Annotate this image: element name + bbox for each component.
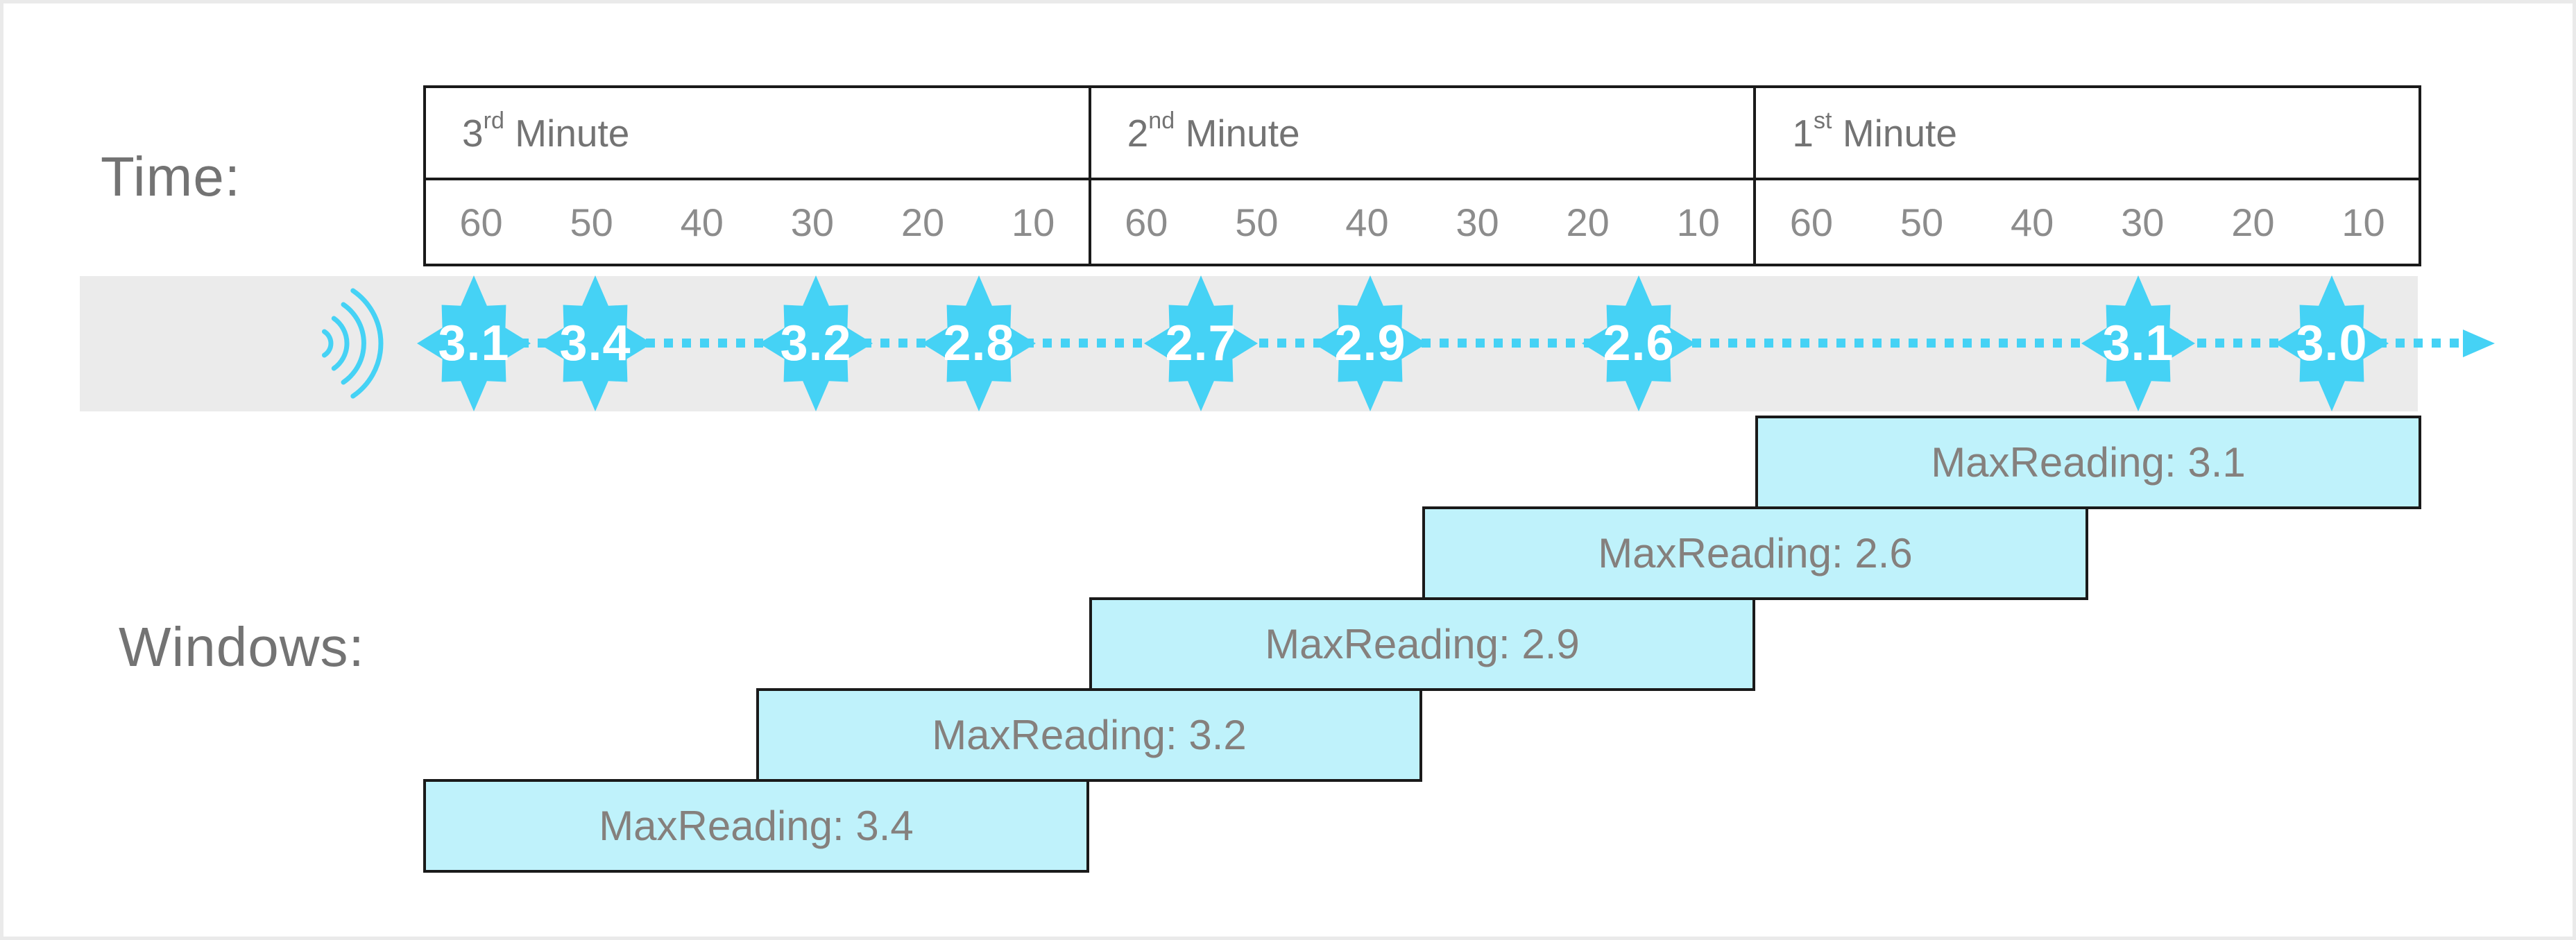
window-label: MaxReading: 2.9 <box>1265 621 1580 667</box>
tick-label: 50 <box>570 200 613 244</box>
windows-label: Windows: <box>119 616 365 678</box>
tick-row: 60 50 40 30 20 10 <box>1091 180 1754 264</box>
window-label: MaxReading: 3.2 <box>932 712 1247 758</box>
event-value: 3.1 <box>438 316 510 371</box>
event-marker: 3.1 <box>417 275 531 411</box>
time-label: Time: <box>101 146 241 207</box>
event-value: 2.6 <box>1603 316 1675 371</box>
event-value: 3.2 <box>780 316 852 371</box>
event-marker: 2.7 <box>1144 275 1258 411</box>
ordinal-number: 1 <box>1792 111 1814 155</box>
tick-label: 30 <box>2121 200 2165 244</box>
event-marker: 2.9 <box>1313 275 1427 411</box>
ordinal-suffix: nd <box>1148 107 1175 134</box>
event-marker: 2.6 <box>1582 275 1696 411</box>
window-label: MaxReading: 2.6 <box>1598 530 1913 576</box>
tick-label: 50 <box>1900 200 1944 244</box>
ordinal-number: 2 <box>1127 111 1149 155</box>
event-value: 3.4 <box>559 316 631 371</box>
event-value: 2.9 <box>1334 316 1406 371</box>
event-star-icon <box>2275 275 2389 411</box>
tick-label: 20 <box>901 200 945 244</box>
tick-label: 10 <box>1011 200 1055 244</box>
event-star-icon <box>538 275 652 411</box>
window-box: MaxReading: 3.4 <box>423 779 1089 873</box>
tick-label: 60 <box>1125 200 1168 244</box>
tick-label: 10 <box>1676 200 1720 244</box>
event-star-icon <box>417 275 531 411</box>
tick-label: 30 <box>790 200 835 244</box>
event-marker: 3.1 <box>2081 275 2195 411</box>
tick-label: 40 <box>1345 200 1389 244</box>
window-box: MaxReading: 2.6 <box>1422 506 2088 600</box>
event-marker: 3.0 <box>2275 275 2389 411</box>
tick-row: 60 50 40 30 20 10 <box>426 180 1089 264</box>
event-marker: 2.8 <box>922 275 1036 411</box>
event-value: 2.8 <box>943 316 1015 371</box>
tick-label: 50 <box>1235 200 1279 244</box>
tick-label: 40 <box>680 200 724 244</box>
tick-label: 20 <box>1566 200 1610 244</box>
event-star-icon <box>1582 275 1696 411</box>
event-star-icon <box>2081 275 2195 411</box>
minute-word: Minute <box>515 111 630 155</box>
event-star-icon <box>759 275 873 411</box>
event-value: 3.1 <box>2102 316 2174 371</box>
minute-word: Minute <box>1842 111 1957 155</box>
ordinal-number: 3 <box>462 111 484 155</box>
tick-label: 30 <box>1456 200 1499 244</box>
tick-label: 60 <box>459 200 503 244</box>
minute-word: Minute <box>1185 111 1300 155</box>
event-marker: 3.2 <box>759 275 873 411</box>
window-box: MaxReading: 3.1 <box>1755 416 2421 509</box>
event-marker: 3.4 <box>538 275 652 411</box>
event-star-icon <box>922 275 1036 411</box>
event-star-icon <box>1313 275 1427 411</box>
event-star-icon <box>1144 275 1258 411</box>
ordinal-suffix: rd <box>483 107 504 134</box>
window-label: MaxReading: 3.1 <box>1931 439 2246 486</box>
sound-waves-icon <box>322 288 384 399</box>
window-box: MaxReading: 3.2 <box>756 688 1422 782</box>
window-box: MaxReading: 2.9 <box>1089 597 1755 691</box>
tick-row: 60 50 40 30 20 10 <box>1756 180 2419 264</box>
event-value: 2.7 <box>1165 316 1237 371</box>
event-value: 3.0 <box>2296 316 2368 371</box>
window-label: MaxReading: 3.4 <box>599 803 914 849</box>
tick-label: 20 <box>2231 200 2275 244</box>
stream-arrowhead-icon <box>2463 330 2495 357</box>
tick-label: 60 <box>1789 200 1834 244</box>
ordinal-suffix: st <box>1813 107 1832 134</box>
tick-label: 10 <box>2342 200 2385 244</box>
tick-label: 40 <box>2010 200 2054 244</box>
